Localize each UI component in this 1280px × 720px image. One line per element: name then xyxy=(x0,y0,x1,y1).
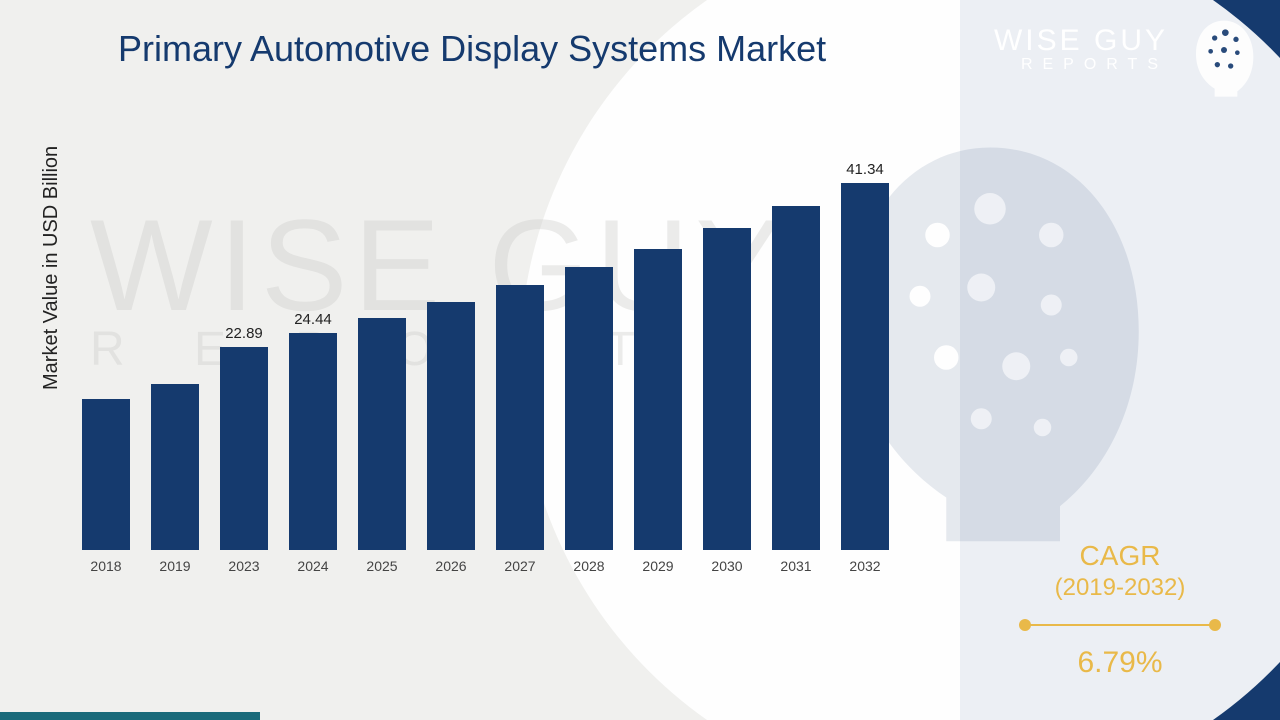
x-tick-label: 2026 xyxy=(427,558,475,574)
bottom-accent-bar xyxy=(0,712,260,720)
plot-area: 22.89 24.44 41.34 xyxy=(82,150,912,550)
x-tick-label: 2028 xyxy=(565,558,613,574)
x-tick-label: 2018 xyxy=(82,558,130,574)
infographic-canvas: WISE GUY R E P O R T S Primary Automotiv… xyxy=(0,0,1280,720)
bar xyxy=(634,249,682,550)
x-tick-label: 2029 xyxy=(634,558,682,574)
bar: 22.89 xyxy=(220,347,268,550)
bar xyxy=(496,285,544,550)
x-tick-label: 2023 xyxy=(220,558,268,574)
x-tick-label: 2027 xyxy=(496,558,544,574)
cagr-block: CAGR (2019-2032) 6.79% xyxy=(960,540,1280,680)
bar xyxy=(427,302,475,550)
chart-title: Primary Automotive Display Systems Marke… xyxy=(118,28,826,69)
bar-value-label: 24.44 xyxy=(289,311,337,328)
logo-line2: REPORTS xyxy=(994,56,1168,74)
x-tick-label: 2031 xyxy=(772,558,820,574)
x-tick-label: 2032 xyxy=(841,558,889,574)
bar: 41.34 xyxy=(841,183,889,550)
bar: 24.44 xyxy=(289,333,337,550)
bar xyxy=(565,267,613,550)
bar xyxy=(82,399,130,550)
cagr-value: 6.79% xyxy=(960,646,1280,680)
bar xyxy=(703,228,751,550)
bar-value-label: 41.34 xyxy=(841,161,889,178)
brand-logo: WISE GUY REPORTS xyxy=(994,24,1168,74)
x-tick-label: 2030 xyxy=(703,558,751,574)
logo-head-icon xyxy=(1184,18,1264,98)
bar-value-label: 22.89 xyxy=(220,325,268,342)
cagr-divider xyxy=(1025,624,1215,626)
bar-chart: 22.89 24.44 41.34 2018 2019 2023 2024 2025 2026… xyxy=(82,150,912,580)
x-tick-label: 2019 xyxy=(151,558,199,574)
bar xyxy=(772,206,820,550)
bar xyxy=(358,318,406,550)
bar xyxy=(151,384,199,550)
y-axis-label: Market Value in USD Billion xyxy=(40,146,63,390)
x-tick-label: 2025 xyxy=(358,558,406,574)
cagr-range: (2019-2032) xyxy=(960,574,1280,602)
logo-line1: WISE GUY xyxy=(994,24,1168,58)
x-tick-label: 2024 xyxy=(289,558,337,574)
cagr-title: CAGR xyxy=(960,540,1280,572)
